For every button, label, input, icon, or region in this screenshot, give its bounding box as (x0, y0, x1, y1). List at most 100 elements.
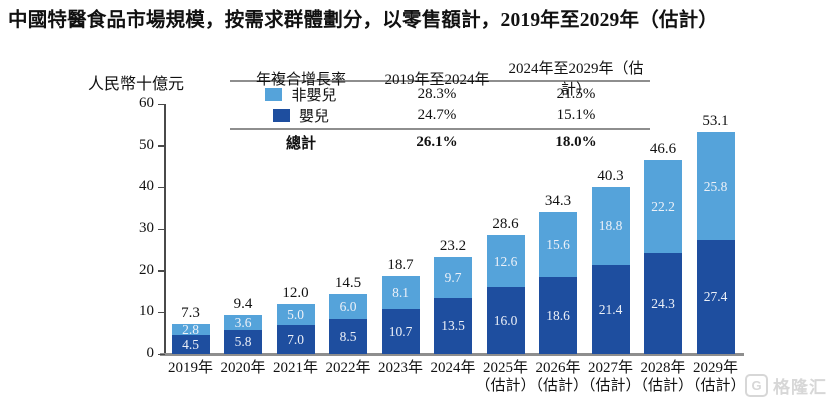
legend-swatch-infant (272, 109, 290, 122)
y-tick-mark (158, 103, 165, 105)
legend-swatch-noninfant (265, 88, 283, 101)
cagr-row-infant: 嬰兒 24.7% 15.1% (230, 105, 650, 126)
cagr-header-2024-2029: 2024年至2029年（估計） (508, 61, 644, 98)
segment-value-label: 13.5 (441, 318, 465, 334)
segment-value-label: 6.0 (339, 298, 357, 314)
segment-value-label: 16.0 (493, 313, 518, 329)
bar-total-label: 34.3 (544, 192, 572, 209)
bar-segment-noninfant: 3.6 (224, 314, 262, 330)
stacked-bar: 8.1 10.7 (381, 275, 420, 354)
y-tick-label: 30 (139, 220, 154, 236)
stacked-bar: 3.6 5.8 (224, 314, 262, 354)
segment-value-label: 25.8 (703, 178, 728, 194)
cagr-noninfant-2019-2024: 28.3% (417, 86, 457, 102)
x-tick-label: 2022年 (325, 360, 371, 376)
x-tick-sublabel: （估計） (632, 377, 693, 394)
cagr-infant-2024-2029: 15.1% (556, 107, 596, 123)
y-axis-label: 人民幣十億元 (88, 76, 185, 93)
segment-value-label: 3.6 (234, 314, 252, 330)
bar-segment-infant: 7.0 (276, 324, 315, 354)
x-tick-sublabel: （估計） (685, 377, 746, 394)
segment-value-label: 24.3 (651, 295, 675, 311)
segment-value-label: 18.6 (546, 307, 570, 323)
bar-total-label: 46.6 (649, 141, 677, 158)
segment-value-label: 9.7 (444, 270, 462, 286)
stacked-bar: 9.7 13.5 (434, 257, 472, 354)
segment-value-label: 8.5 (339, 328, 357, 344)
segment-value-label: 22.2 (651, 199, 675, 214)
stacked-bar: 22.2 24.3 (644, 160, 682, 354)
x-tick-label: 2028年 （估計） (628, 360, 698, 395)
y-tick-mark (158, 186, 165, 189)
segment-value-label: 8.1 (392, 285, 409, 301)
segment-value-label: 18.8 (598, 218, 623, 234)
x-tick-sublabel: （估計） (527, 377, 588, 394)
chart-title: 中國特醫食品市場規模，按需求群體劃分，以零售額計，2019年至2029年（估計） (8, 10, 719, 31)
segment-value-label: 5.0 (287, 306, 304, 322)
bar-segment-noninfant: 22.2 (644, 160, 682, 253)
cagr-header-2019-2024: 2019年至2024年 (384, 71, 490, 88)
bar-segment-noninfant: 9.7 (434, 257, 472, 298)
x-tick-label: 2025年 （估計） (471, 360, 541, 395)
bar-total-label: 12.0 (282, 285, 309, 301)
bar-segment-infant: 4.5 (171, 335, 210, 354)
bar-total-label: 14.5 (334, 274, 362, 291)
y-tick-label: 20 (139, 261, 154, 278)
cagr-infant-2019-2024: 24.7% (417, 107, 457, 123)
segment-value-label: 10.7 (388, 324, 413, 340)
bar-segment-infant: 10.7 (381, 309, 420, 354)
stacked-bar: 5.0 7.0 (276, 304, 315, 354)
segment-value-label: 15.6 (546, 236, 570, 252)
bar-segment-infant: 8.5 (329, 318, 367, 354)
bar-segment-infant: 13.5 (434, 297, 472, 354)
segment-value-label: 27.4 (703, 289, 728, 305)
cagr-row-noninfant: 非嬰兒 28.3% 21.5% (230, 84, 650, 105)
x-tick-label: 2021年 (272, 360, 318, 376)
stacked-bar: 2.8 4.5 (171, 321, 210, 354)
y-tick-mark (158, 311, 165, 314)
gelonghui-logo-icon: G (745, 374, 768, 397)
table-rule-top (230, 80, 650, 82)
segment-value-label: 21.4 (598, 301, 623, 317)
cagr-total-2024-2029: 18.0% (555, 134, 597, 150)
y-tick-label: 10 (139, 303, 154, 320)
x-tick-label: 2020年 (220, 360, 266, 376)
x-tick-label: 2023年 (377, 360, 423, 376)
x-tick-label: 2027年 （估計） (576, 360, 646, 395)
stacked-bar: 25.8 27.4 (696, 132, 735, 354)
y-tick-label: 50 (139, 136, 154, 153)
x-axis-line (160, 353, 744, 356)
cagr-total-2019-2024: 26.1% (416, 134, 458, 150)
cagr-total-label: 總計 (285, 136, 316, 152)
y-tick-label: 60 (139, 95, 154, 111)
stacked-bar: 6.0 8.5 (329, 293, 367, 354)
segment-value-label: 12.6 (493, 253, 518, 269)
bar-total-label: 28.6 (492, 215, 519, 232)
cagr-header-metric: 年複合增長率 (255, 71, 346, 88)
bar-total-label: 23.2 (439, 238, 467, 255)
bar-total-label: 53.1 (702, 113, 729, 130)
gelonghui-logo-text: 格隆汇 (773, 378, 827, 397)
bar-total-label: 9.4 (233, 295, 253, 312)
bar-segment-noninfant: 5.0 (276, 304, 315, 325)
x-tick-label: 2026年 （估計） (523, 360, 593, 395)
segment-value-label: 2.8 (182, 321, 199, 337)
y-tick-label: 0 (146, 345, 155, 361)
stacked-bar: 15.6 18.6 (539, 211, 577, 354)
bar-segment-infant: 21.4 (591, 264, 630, 354)
bar-segment-noninfant: 12.6 (486, 234, 525, 288)
y-tick-mark (158, 228, 165, 230)
bar-total-label: 7.3 (181, 304, 200, 321)
x-tick-sublabel: （估計） (475, 377, 536, 394)
bar-segment-infant: 18.6 (539, 276, 577, 354)
bar-segment-infant: 16.0 (486, 287, 525, 354)
bar-total-label: 18.7 (387, 256, 414, 273)
bar-segment-infant: 5.8 (224, 329, 262, 354)
segment-value-label: 7.0 (287, 331, 304, 347)
bar-segment-noninfant: 8.1 (381, 275, 420, 310)
x-tick-label: 2019年 (167, 360, 213, 376)
legend-label-noninfant: 非嬰兒 (291, 88, 337, 104)
x-tick-label: 2029年 （估計） (681, 360, 751, 395)
y-tick-mark (158, 145, 165, 147)
